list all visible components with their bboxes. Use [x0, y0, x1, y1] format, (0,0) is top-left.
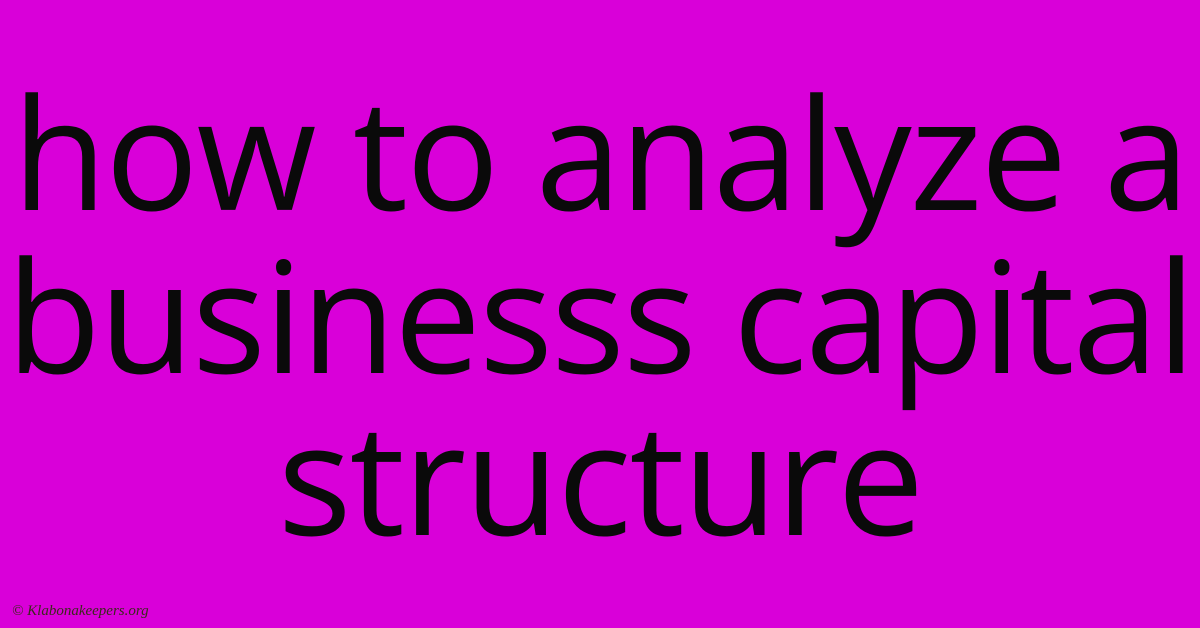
headline-text: how to analyze a businesss capital struc… — [0, 70, 1200, 558]
copyright-watermark: © Klabonakeepers.org — [12, 603, 149, 620]
